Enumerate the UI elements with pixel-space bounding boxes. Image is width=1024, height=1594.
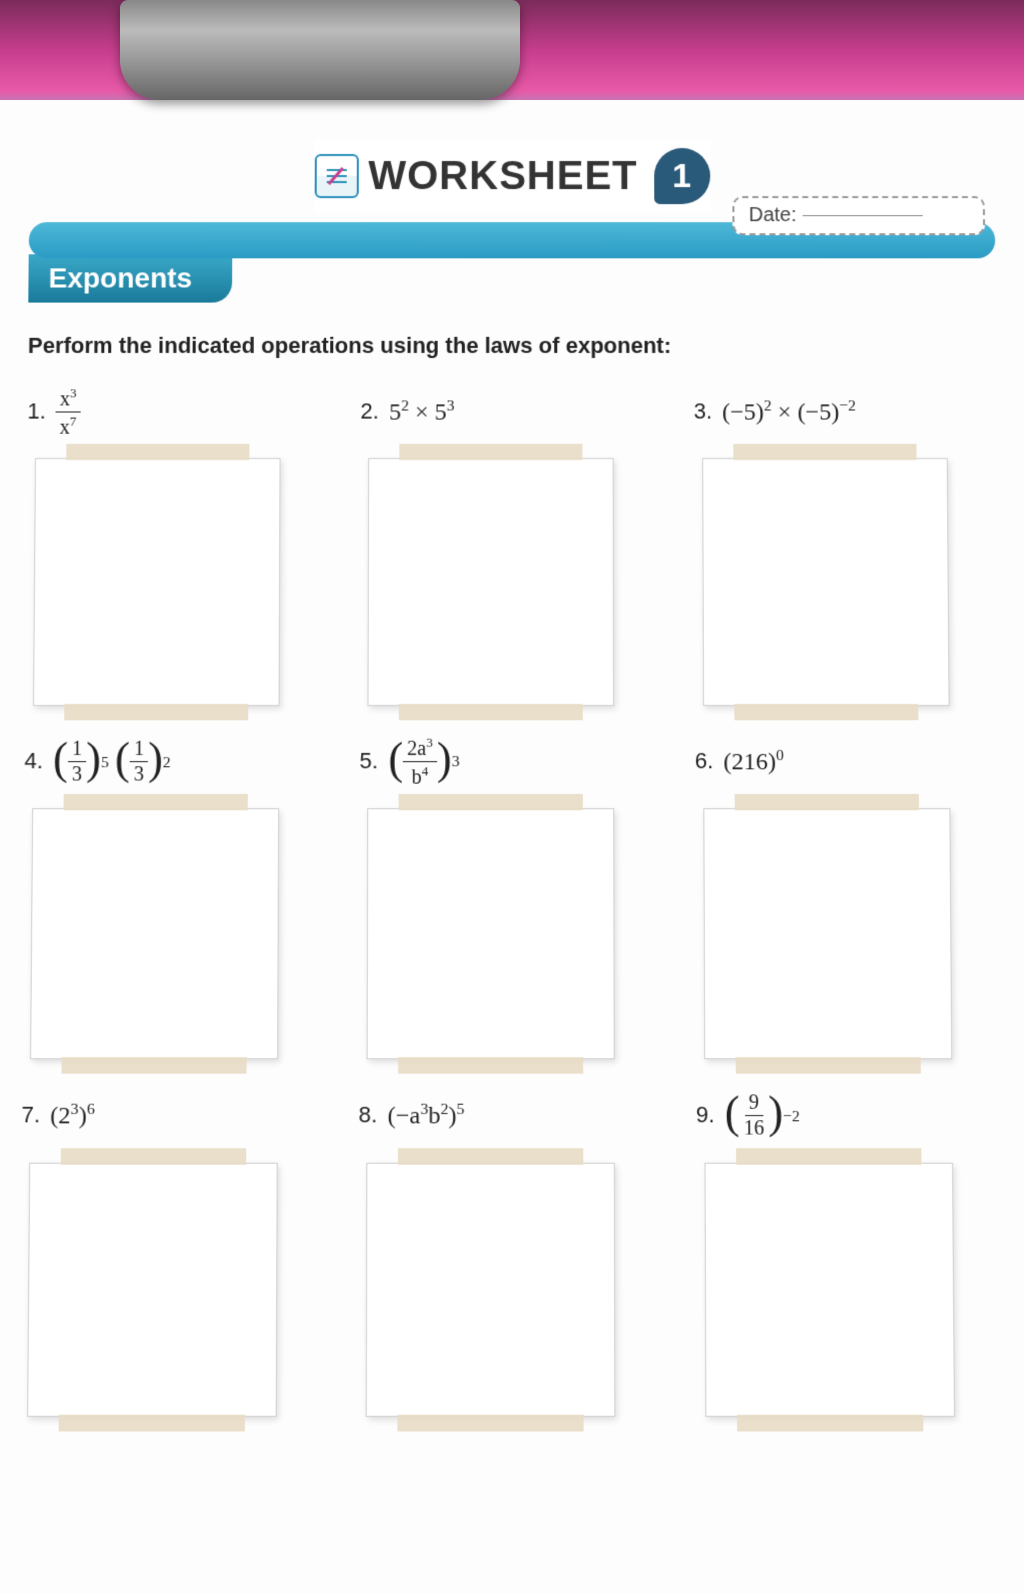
- problem-expression: (−a3b2)5: [387, 1100, 464, 1130]
- tape-bottom: [59, 1415, 245, 1432]
- tape-bottom: [734, 704, 918, 720]
- answer-area[interactable]: [368, 458, 615, 706]
- answer-area[interactable]: [703, 808, 952, 1059]
- answer-area[interactable]: [27, 1163, 278, 1417]
- problem-number: 4.: [24, 748, 43, 775]
- date-field[interactable]: Date:: [733, 196, 986, 235]
- clipboard-clip: [120, 0, 520, 100]
- problem-number: 9.: [696, 1102, 715, 1129]
- problem-prompt: 1. x3x7: [27, 383, 330, 440]
- answer-box[interactable]: [694, 450, 958, 714]
- problem-expression: (23)6: [50, 1100, 95, 1130]
- problem-number: 7.: [21, 1102, 40, 1129]
- problem-grid: 1. x3x7 2. 52 × 53 3. (−5)2 × (−5)−2 4. (13)5 (…: [19, 383, 1005, 1425]
- header-bar: Date:: [29, 222, 996, 258]
- answer-box[interactable]: [696, 1154, 963, 1425]
- problem-number: 2.: [360, 398, 379, 424]
- answer-area[interactable]: [30, 808, 279, 1059]
- answer-box[interactable]: [359, 800, 623, 1067]
- answer-box[interactable]: [358, 1154, 624, 1425]
- tape-bottom: [61, 1057, 246, 1074]
- problem-prompt: 4. (13)5 (13)2: [24, 733, 329, 790]
- problem-prompt: 9. (916)−2: [696, 1086, 1003, 1144]
- tape-bottom: [398, 1415, 584, 1432]
- tape-top: [66, 444, 249, 460]
- problem-number: 3.: [694, 398, 713, 424]
- tape-bottom: [64, 704, 248, 720]
- problem-number: 6.: [695, 748, 714, 775]
- tape-top: [64, 794, 248, 810]
- problem-number: 1.: [27, 398, 46, 424]
- problem-expression: (−5)2 × (−5)−2: [722, 397, 856, 426]
- problem-expression: 52 × 53: [389, 397, 455, 426]
- section-title: Exponents: [28, 254, 232, 302]
- tape-top: [399, 794, 583, 810]
- tape-bottom: [735, 1057, 920, 1074]
- worksheet-page: WORKSHEET 1 Date: Exponents Perform the …: [0, 100, 1024, 1594]
- answer-area[interactable]: [366, 1163, 616, 1417]
- answer-box[interactable]: [22, 800, 287, 1067]
- problem-number: 8.: [359, 1102, 378, 1129]
- tape-top: [736, 1148, 921, 1165]
- worksheet-title: WORKSHEET: [368, 154, 637, 199]
- answer-box[interactable]: [360, 450, 623, 714]
- worksheet-number: 1: [654, 148, 710, 204]
- answer-box[interactable]: [19, 1154, 286, 1425]
- date-label: Date:: [749, 204, 797, 226]
- tape-top: [61, 1148, 246, 1165]
- date-blank-line: [803, 215, 923, 216]
- problem-expression: (216)0: [723, 746, 784, 776]
- problem-prompt: 2. 52 × 53: [360, 383, 663, 440]
- problem-expression: (916)−2: [725, 1092, 800, 1139]
- title-badge: WORKSHEET 1: [314, 140, 710, 212]
- problem-4: 4. (13)5 (13)2: [22, 733, 329, 1068]
- problem-expression: (13)5 (13)2: [53, 738, 171, 784]
- instruction-text: Perform the indicated operations using t…: [28, 333, 996, 359]
- answer-area[interactable]: [367, 808, 615, 1059]
- answer-box[interactable]: [25, 450, 289, 714]
- problem-number: 5.: [360, 748, 379, 775]
- problem-1: 1. x3x7: [25, 383, 331, 714]
- problem-9: 9. (916)−2: [696, 1086, 1005, 1425]
- problem-prompt: 8. (−a3b2)5: [359, 1086, 666, 1144]
- problem-8: 8. (−a3b2)5: [358, 1086, 666, 1425]
- answer-area[interactable]: [702, 458, 949, 706]
- tape-top: [734, 794, 918, 810]
- problem-expression: x3x7: [56, 386, 81, 437]
- tape-top: [733, 444, 916, 460]
- answer-area[interactable]: [704, 1163, 954, 1417]
- problem-5: 5. (2a3b4)3: [359, 733, 665, 1068]
- tape-top: [398, 1148, 583, 1165]
- worksheet-icon: [314, 154, 358, 198]
- problem-prompt: 7. (23)6: [21, 1086, 328, 1144]
- problem-prompt: 6. (216)0: [695, 733, 1000, 790]
- problem-2: 2. 52 × 53: [360, 383, 665, 714]
- answer-area[interactable]: [33, 458, 281, 706]
- tape-bottom: [737, 1415, 923, 1432]
- answer-box[interactable]: [695, 800, 960, 1067]
- tape-bottom: [398, 1057, 583, 1074]
- tape-top: [400, 444, 583, 460]
- problem-7: 7. (23)6: [19, 1086, 328, 1425]
- tape-bottom: [399, 704, 583, 720]
- problem-expression: (2a3b4)3: [388, 735, 459, 786]
- problem-6: 6. (216)0: [695, 733, 1002, 1068]
- problem-prompt: 5. (2a3b4)3: [360, 733, 665, 790]
- problem-prompt: 3. (−5)2 × (−5)−2: [694, 383, 997, 440]
- problem-3: 3. (−5)2 × (−5)−2: [694, 383, 1000, 714]
